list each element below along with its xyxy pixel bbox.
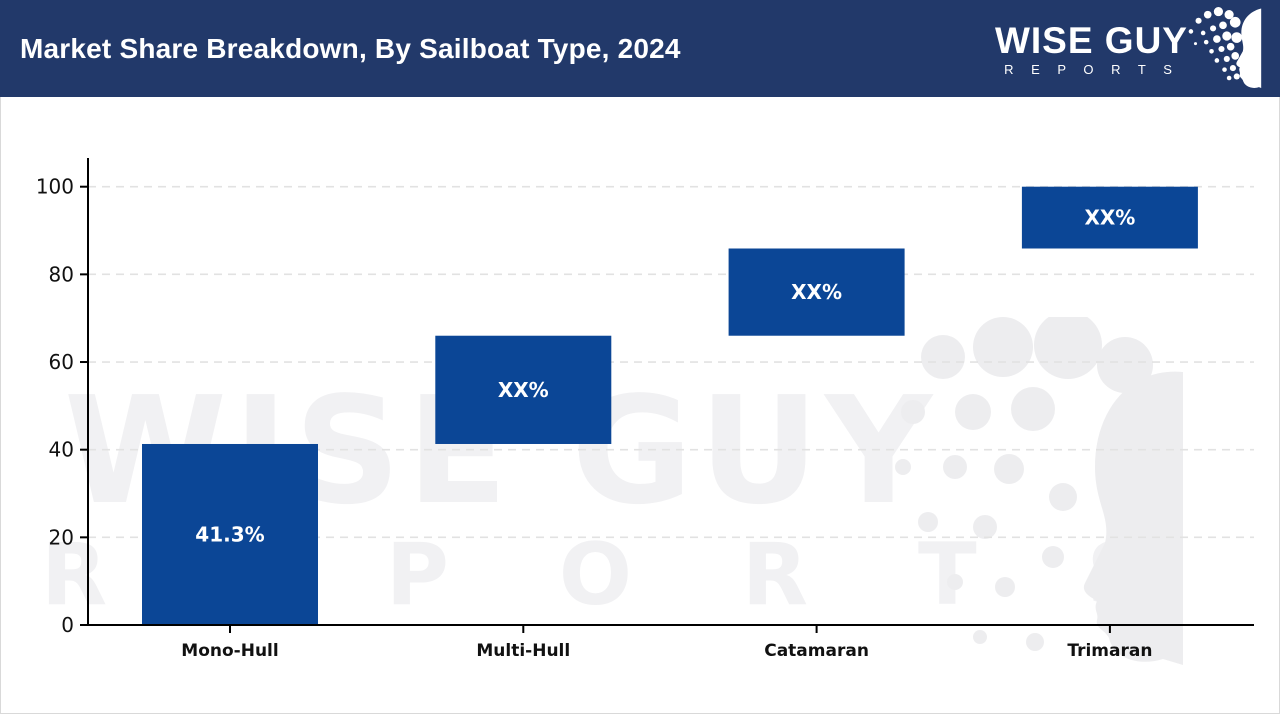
logo-wordmark-line1: WISE GUY [994,19,1188,61]
chart-panel: WISE GUY R E P O R T S [0,97,1280,714]
logo-wordmark-line2: R E P O R T S [1004,61,1179,77]
watermark-face-icon [895,317,1183,665]
watermark-text-line1: WISE GUY [63,365,939,537]
logo-face-icon [1188,6,1262,88]
page-title: Market Share Breakdown, By Sailboat Type… [20,32,681,64]
logo-wordmark: WISE GUY R E P O R T S [995,22,1188,76]
watermark-text-line2: R E P O R T S [41,525,1189,625]
header: Market Share Breakdown, By Sailboat Type… [0,0,1280,97]
wise-guy-logo: WISE GUY R E P O R T S [995,6,1262,91]
